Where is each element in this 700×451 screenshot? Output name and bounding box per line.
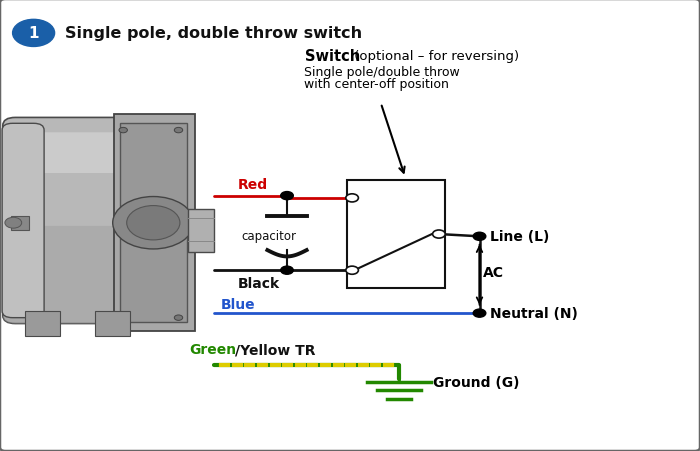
Circle shape bbox=[113, 197, 194, 249]
Bar bbox=[346, 180, 444, 289]
Text: Black: Black bbox=[238, 276, 280, 290]
Circle shape bbox=[174, 128, 183, 133]
Text: AC: AC bbox=[483, 266, 504, 280]
Circle shape bbox=[281, 267, 293, 275]
FancyBboxPatch shape bbox=[3, 226, 140, 324]
Text: /Yellow TR: /Yellow TR bbox=[235, 343, 316, 356]
Text: Ground (G): Ground (G) bbox=[433, 376, 519, 389]
Circle shape bbox=[119, 128, 127, 133]
Circle shape bbox=[119, 315, 127, 321]
Text: 1: 1 bbox=[28, 26, 39, 41]
Circle shape bbox=[473, 233, 486, 241]
Circle shape bbox=[127, 206, 180, 240]
Circle shape bbox=[281, 192, 293, 200]
Bar bbox=[188, 210, 214, 253]
Circle shape bbox=[5, 218, 22, 229]
Text: Single pole, double throw switch: Single pole, double throw switch bbox=[65, 26, 362, 41]
FancyBboxPatch shape bbox=[2, 124, 44, 318]
Text: Green: Green bbox=[189, 343, 236, 356]
Text: capacitor: capacitor bbox=[241, 229, 297, 242]
FancyBboxPatch shape bbox=[3, 118, 140, 324]
Text: Single pole/double throw: Single pole/double throw bbox=[304, 66, 461, 78]
Text: Neutral (N): Neutral (N) bbox=[490, 307, 578, 320]
FancyBboxPatch shape bbox=[18, 133, 122, 174]
Circle shape bbox=[473, 309, 486, 318]
Circle shape bbox=[346, 194, 358, 202]
Text: Line (L): Line (L) bbox=[490, 230, 550, 244]
Bar bbox=[120, 124, 187, 322]
Bar bbox=[94, 311, 130, 336]
Bar bbox=[114, 115, 195, 331]
Circle shape bbox=[433, 230, 445, 239]
Circle shape bbox=[174, 315, 183, 321]
Text: (optional – for reversing): (optional – for reversing) bbox=[350, 50, 519, 63]
Circle shape bbox=[13, 20, 55, 47]
Text: with center-off position: with center-off position bbox=[304, 78, 449, 91]
Text: Switch: Switch bbox=[304, 49, 360, 64]
Bar bbox=[11, 216, 29, 230]
Text: Red: Red bbox=[238, 178, 268, 192]
Bar bbox=[25, 311, 60, 336]
Text: Blue: Blue bbox=[220, 298, 255, 311]
Circle shape bbox=[346, 267, 358, 275]
